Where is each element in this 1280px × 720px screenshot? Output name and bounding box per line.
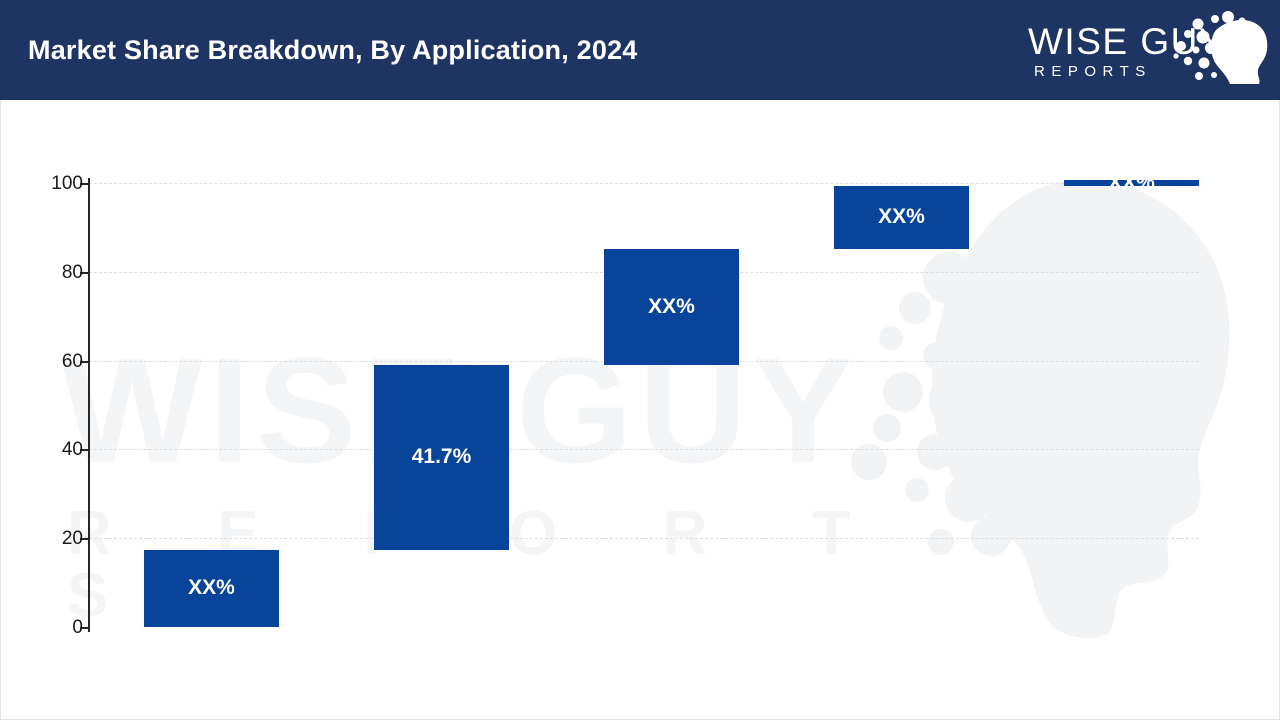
y-tick-label-40: 40 bbox=[61, 439, 83, 461]
y-tick-label-100: 100 bbox=[51, 173, 83, 194]
bar-industrial-machinery[interactable]: XX% bbox=[604, 248, 739, 365]
y-tick-mark-60 bbox=[80, 360, 89, 363]
y-tick-mark-0 bbox=[80, 627, 89, 629]
chart-container: WISE GUY R E P O R T S bbox=[0, 100, 1280, 720]
y-tick-label-80: 80 bbox=[61, 261, 83, 283]
bar-label-automotive: 41.7% bbox=[411, 445, 472, 469]
gridline-40 bbox=[89, 449, 1199, 451]
page-title: Market Share Breakdown, By Application, … bbox=[28, 34, 638, 65]
gridline-100 bbox=[89, 183, 1199, 184]
page-header: Market Share Breakdown, By Application, … bbox=[0, 0, 1280, 100]
bar-label-marine: XX% bbox=[878, 205, 925, 229]
bar-label-aerospace: XX% bbox=[188, 576, 235, 600]
y-tick-mark-20 bbox=[80, 538, 89, 541]
wise-guy-reports-logo: WISE GUY REPORTS bbox=[1020, 8, 1270, 92]
bar-label-industrial-machinery: XX% bbox=[648, 294, 695, 318]
watermark-line-1: WISE GUY bbox=[61, 326, 860, 494]
y-tick-mark-100 bbox=[80, 183, 89, 185]
svg-text:REPORTS: REPORTS bbox=[1034, 63, 1152, 80]
bar-energy[interactable]: XX% bbox=[1064, 171, 1199, 194]
bar-marine[interactable]: XX% bbox=[834, 185, 969, 249]
y-tick-label-20: 20 bbox=[61, 528, 83, 550]
gridline-20 bbox=[89, 538, 1199, 540]
y-axis-line bbox=[88, 178, 90, 632]
y-tick-label-60: 60 bbox=[61, 350, 83, 372]
bar-automotive[interactable]: 41.7% bbox=[374, 364, 509, 550]
y-tick-label-0: 0 bbox=[72, 617, 83, 638]
y-tick-mark-40 bbox=[80, 449, 89, 452]
svg-text:WISE GUY: WISE GUY bbox=[1028, 21, 1225, 62]
bar-aerospace[interactable]: XX% bbox=[144, 549, 279, 627]
bar-label-energy: XX% bbox=[1108, 170, 1155, 194]
y-tick-mark-80 bbox=[80, 271, 89, 274]
